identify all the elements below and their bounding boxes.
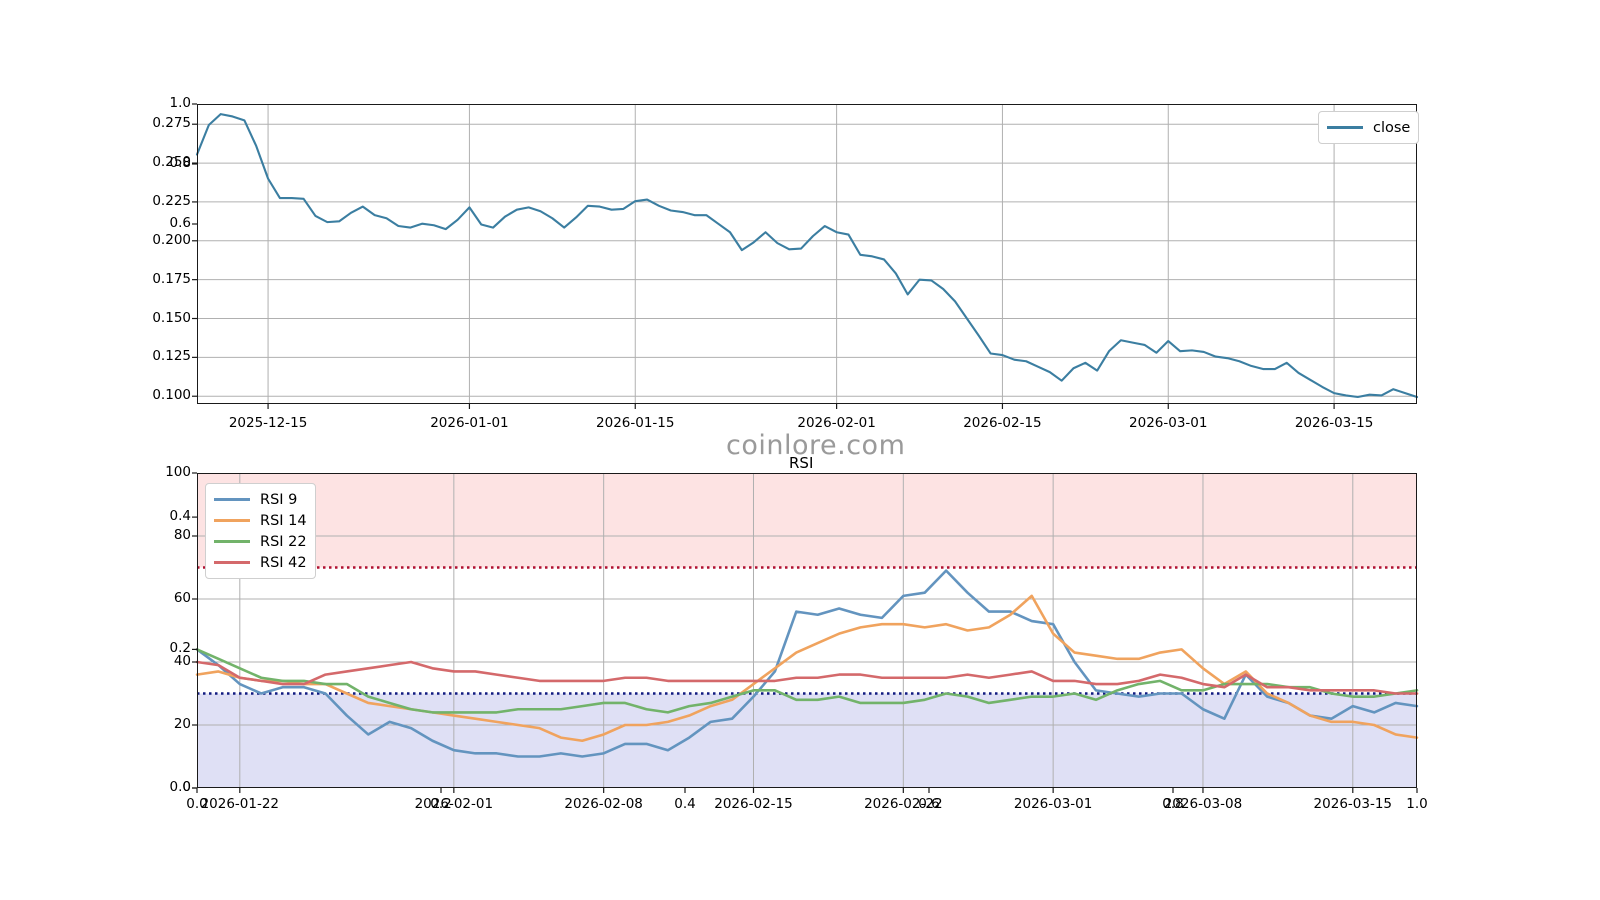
rsi-y-tick-20: 20	[173, 716, 191, 732]
legend-item-rsi-14[interactable]: RSI 14	[214, 510, 307, 531]
legend-label-rsi-22: RSI 22	[260, 533, 307, 550]
price-y-tick-0.200: 0.200	[152, 231, 191, 248]
rsi-x-secondary-tick-0.2: 0.2	[430, 796, 452, 812]
price-legend[interactable]: close	[1318, 111, 1420, 144]
legend-item-close[interactable]: close	[1327, 117, 1410, 138]
rsi-panel-title: RSI	[789, 454, 814, 472]
legend-label-rsi-42: RSI 42	[260, 554, 307, 571]
legend-item-rsi-42[interactable]: RSI 42	[214, 552, 307, 573]
price-x-tick-2026-01-01: 2026-01-01	[430, 415, 509, 431]
price-x-tick-2026-03-15: 2026-03-15	[1294, 415, 1374, 431]
rsi-x-tick-2026-02-15: 2026-02-15	[714, 796, 793, 812]
rsi-y-secondary-tick-0.0: 0.0	[169, 779, 191, 795]
rsi-x-secondary-tick-0.0: 0.0	[186, 796, 208, 812]
rsi-y-secondary-tick-0.4: 0.4	[169, 508, 191, 525]
price-x-tick-2026-01-15: 2026-01-15	[596, 415, 675, 431]
price-y-tick-0.150: 0.150	[152, 309, 191, 326]
price-chart-svg	[192, 103, 1419, 409]
overbought-band	[197, 473, 1417, 568]
rsi-legend[interactable]: RSI 9 RSI 14 RSI 22 RSI 42	[205, 483, 316, 579]
rsi-x-tick-2026-02-08: 2026-02-08	[564, 796, 643, 812]
rsi-x-tick-2026-03-01: 2026-03-01	[1013, 796, 1093, 812]
rsi-y-tick-80: 80	[173, 527, 191, 543]
rsi-chart-panel	[192, 472, 1419, 793]
rsi-14-line-swatch	[214, 519, 250, 522]
price-y-secondary-tick-0.8: 0.8	[169, 155, 191, 171]
legend-label-rsi-9: RSI 9	[260, 491, 298, 508]
rsi-line-rsi-9	[195, 569, 1419, 758]
price-y-tick-0.250: 0.250	[152, 154, 191, 171]
rsi-x-secondary-tick-0.4: 0.4	[674, 796, 696, 812]
rsi-line-rsi-42	[195, 660, 1419, 695]
price-y-tick-0.275: 0.275	[152, 115, 191, 132]
rsi-x-secondary-tick-0.6: 0.6	[918, 796, 940, 812]
rsi-y-tick-40: 40	[173, 653, 191, 669]
rsi-x-tick-2026-03-15: 2026-03-15	[1313, 796, 1393, 812]
price-y-tick-0.100: 0.100	[152, 387, 191, 404]
rsi-x-tick-2026-02-01: 2026-02-01	[414, 796, 494, 812]
price-y-secondary-tick-0.6: 0.6	[169, 215, 191, 231]
rsi-x-tick-2026-01-22: 2026-01-22	[200, 796, 280, 812]
price-x-tick-2026-02-15: 2026-02-15	[963, 415, 1042, 431]
rsi-axes-frame	[197, 473, 1417, 788]
price-axes-frame	[197, 104, 1417, 404]
price-y-tick-0.225: 0.225	[152, 192, 191, 209]
rsi-x-secondary-tick-1.0: 1.0	[1406, 796, 1428, 812]
price-x-tick-2026-03-01: 2026-03-01	[1129, 415, 1208, 431]
legend-label-close: close	[1373, 119, 1411, 136]
rsi-9-line-swatch	[214, 498, 250, 501]
rsi-chart-svg	[192, 472, 1419, 793]
rsi-x-secondary-tick-0.8: 0.8	[1162, 796, 1184, 812]
price-y-tick-0.175: 0.175	[152, 270, 191, 287]
rsi-x-tick-2026-02-22: 2026-02-22	[864, 796, 943, 812]
rsi-line-rsi-22	[195, 648, 1419, 714]
price-x-tick-2026-02-01: 2026-02-01	[797, 415, 876, 431]
price-x-tick-2025-12-15: 2025-12-15	[228, 415, 308, 431]
watermark-coinlore: coinlore.com	[726, 430, 906, 461]
rsi-y-tick-100: 100	[165, 464, 191, 480]
price-y-tick-0.125: 0.125	[152, 348, 191, 365]
price-y-secondary-tick-1.0: 1.0	[169, 95, 191, 111]
rsi-42-line-swatch	[214, 561, 250, 564]
price-line-close	[195, 113, 1419, 399]
rsi-y-tick-0: 0	[182, 779, 191, 795]
rsi-22-line-swatch	[214, 540, 250, 543]
rsi-y-secondary-tick-0.2: 0.2	[169, 640, 191, 657]
legend-item-rsi-22[interactable]: RSI 22	[214, 531, 307, 552]
rsi-y-tick-60: 60	[173, 590, 191, 606]
legend-item-rsi-9[interactable]: RSI 9	[214, 489, 307, 510]
price-chart-panel	[192, 103, 1419, 409]
close-line-swatch	[1327, 126, 1363, 129]
rsi-x-tick-2026-03-08: 2026-03-08	[1163, 796, 1243, 812]
legend-label-rsi-14: RSI 14	[260, 512, 307, 529]
oversold-band	[197, 693, 1417, 788]
rsi-line-rsi-14	[195, 594, 1419, 743]
